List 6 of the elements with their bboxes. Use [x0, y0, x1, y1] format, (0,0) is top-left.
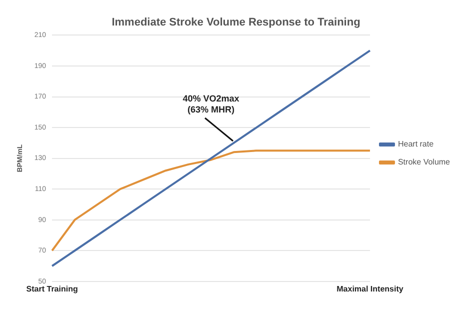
x-tick-label: Start Training — [26, 284, 78, 294]
legend-label: Heart rate — [398, 140, 434, 149]
annotation: 40% VO2max (63% MHR) — [182, 93, 240, 114]
legend-label: Stroke Volume — [398, 158, 451, 167]
chart-title: Immediate Stroke Volume Response to Training — [112, 16, 360, 29]
x-tick-label: Maximal Intensity — [336, 284, 404, 294]
